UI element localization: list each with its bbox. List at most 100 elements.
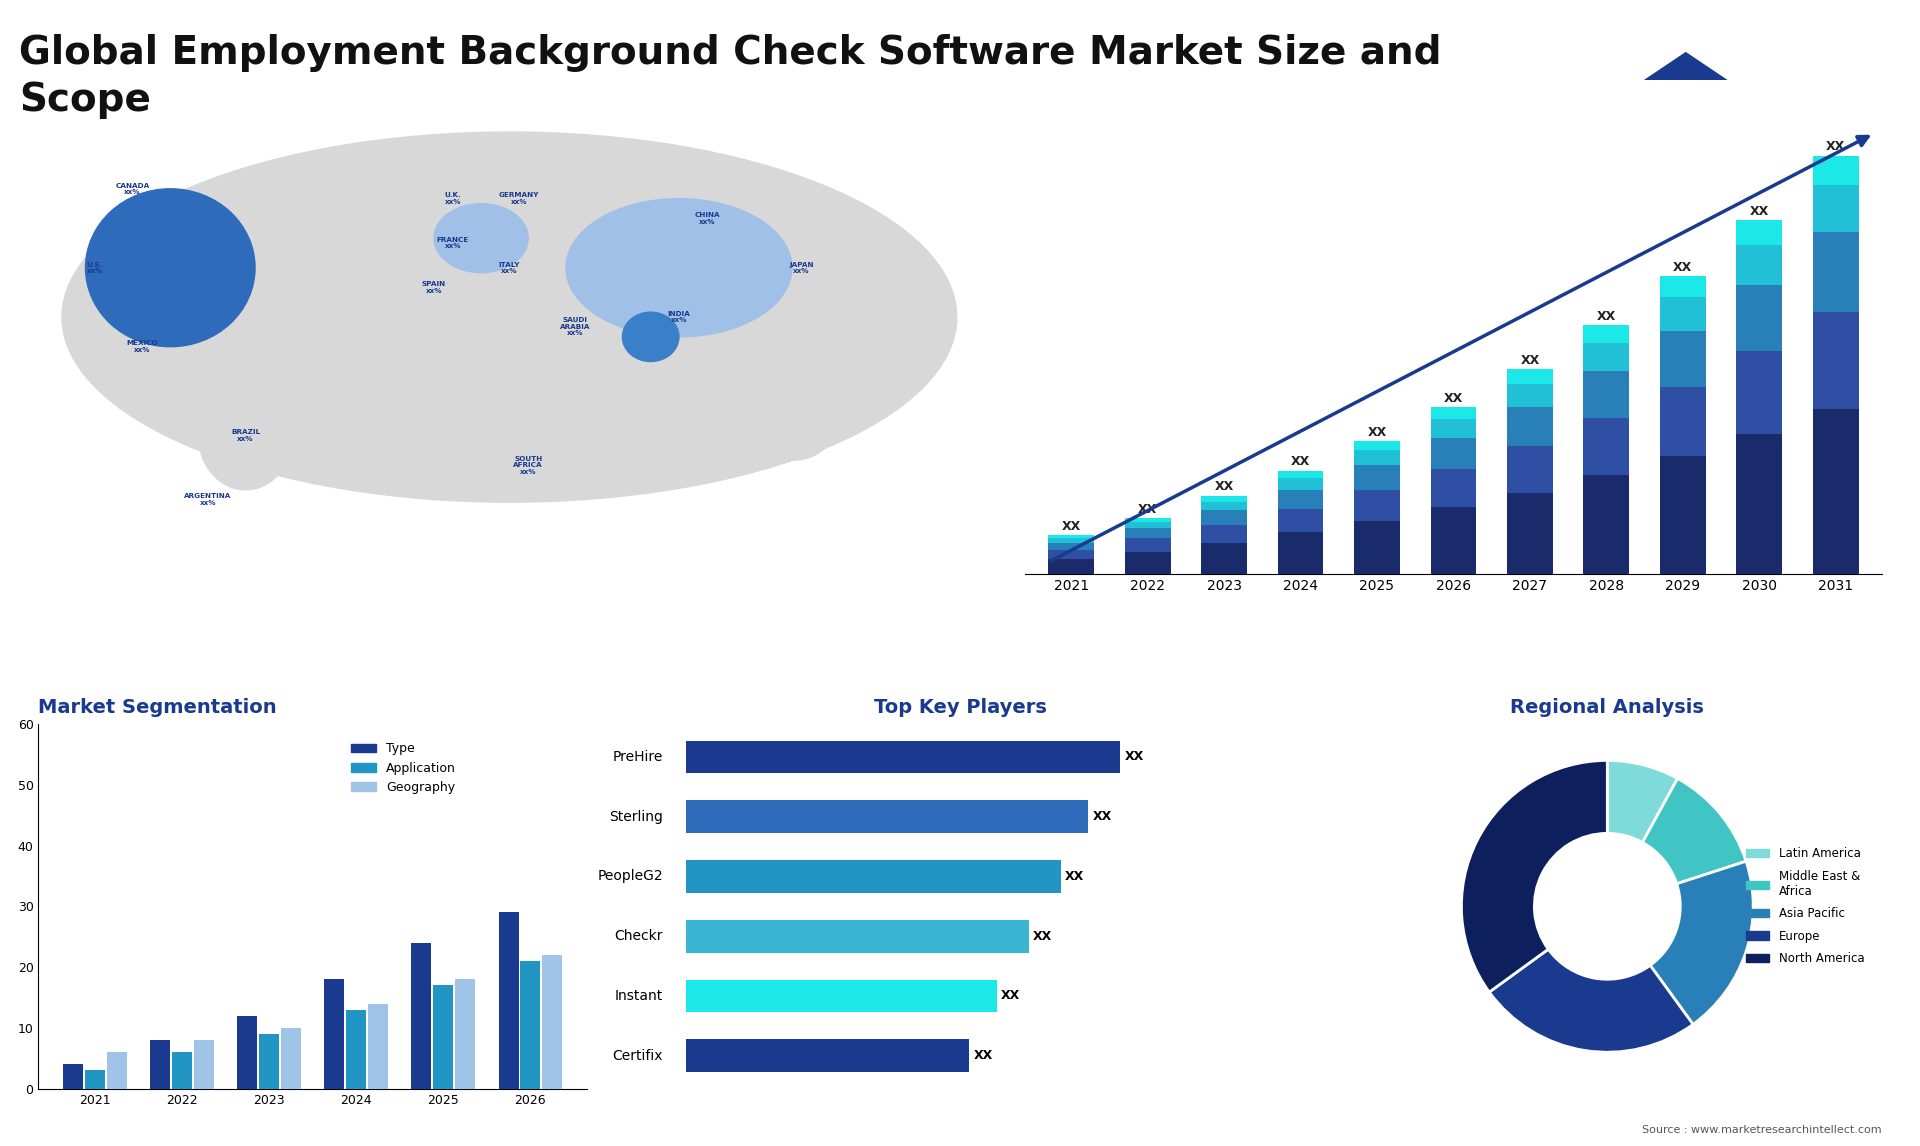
Bar xyxy=(1507,369,1553,384)
Bar xyxy=(1584,476,1630,574)
Text: XX: XX xyxy=(1092,810,1112,823)
Bar xyxy=(1354,441,1400,450)
Bar xyxy=(63,1065,83,1089)
Text: SOUTH
AFRICA
xx%: SOUTH AFRICA xx% xyxy=(513,456,543,474)
Ellipse shape xyxy=(566,198,791,337)
Text: Source : www.marketresearchintellect.com: Source : www.marketresearchintellect.com xyxy=(1642,1124,1882,1135)
Polygon shape xyxy=(1619,26,1753,99)
Ellipse shape xyxy=(622,312,680,361)
Bar xyxy=(1354,520,1400,574)
Bar xyxy=(1736,285,1782,352)
Bar xyxy=(1125,523,1171,528)
Bar xyxy=(1277,489,1323,509)
Wedge shape xyxy=(1649,862,1753,1025)
Bar xyxy=(685,1039,970,1073)
Text: INTELLECT: INTELLECT xyxy=(1772,79,1845,92)
Bar xyxy=(1736,434,1782,574)
Bar xyxy=(1584,324,1630,343)
Bar xyxy=(434,986,453,1089)
Text: PeopleG2: PeopleG2 xyxy=(597,870,662,884)
Text: CANADA
xx%: CANADA xx% xyxy=(115,182,150,195)
Bar xyxy=(1812,185,1859,233)
Text: BRAZIL
xx%: BRAZIL xx% xyxy=(230,430,261,442)
Text: Global Employment Background Check Software Market Size and
Scope: Global Employment Background Check Softw… xyxy=(19,34,1442,119)
Bar xyxy=(1048,559,1094,574)
Bar xyxy=(1584,370,1630,417)
Text: XX: XX xyxy=(1367,426,1386,439)
Bar xyxy=(280,1028,301,1089)
Bar xyxy=(499,912,518,1089)
Text: XX: XX xyxy=(1000,989,1020,1003)
Bar xyxy=(685,740,1119,774)
Ellipse shape xyxy=(198,382,292,489)
Wedge shape xyxy=(1642,778,1745,884)
Text: XX: XX xyxy=(973,1050,993,1062)
Bar xyxy=(1661,331,1705,386)
Bar xyxy=(1661,297,1705,331)
Bar xyxy=(1430,407,1476,419)
Bar xyxy=(1736,245,1782,285)
Bar xyxy=(685,980,996,1012)
Text: MEXICO
xx%: MEXICO xx% xyxy=(127,340,157,353)
Bar xyxy=(1277,509,1323,533)
Text: SAUDI
ARABIA
xx%: SAUDI ARABIA xx% xyxy=(561,317,591,337)
Bar xyxy=(1507,407,1553,446)
Text: XX: XX xyxy=(1215,480,1235,494)
Text: PreHire: PreHire xyxy=(612,749,662,764)
Wedge shape xyxy=(1607,761,1678,842)
Text: ITALY
xx%: ITALY xx% xyxy=(499,261,520,274)
Bar xyxy=(1277,478,1323,489)
Text: ARGENTINA
xx%: ARGENTINA xx% xyxy=(184,494,232,505)
Text: XX: XX xyxy=(1521,354,1540,367)
Bar xyxy=(346,1010,367,1089)
Bar xyxy=(1125,551,1171,574)
Bar xyxy=(1661,276,1705,297)
Bar xyxy=(1202,502,1246,510)
Text: XX: XX xyxy=(1066,870,1085,882)
Bar xyxy=(520,961,540,1089)
Bar xyxy=(685,920,1029,952)
Title: Regional Analysis: Regional Analysis xyxy=(1511,698,1705,716)
Text: U.S.
xx%: U.S. xx% xyxy=(86,261,104,274)
Text: JAPAN
xx%: JAPAN xx% xyxy=(789,261,814,274)
Ellipse shape xyxy=(434,204,528,273)
Legend: Latin America, Middle East &
Africa, Asia Pacific, Europe, North America: Latin America, Middle East & Africa, Asi… xyxy=(1741,842,1868,970)
Bar xyxy=(369,1004,388,1089)
Bar xyxy=(194,1041,213,1089)
Bar xyxy=(455,980,474,1089)
Text: GERMANY
xx%: GERMANY xx% xyxy=(499,193,540,205)
Bar xyxy=(108,1052,127,1089)
Bar xyxy=(238,1015,257,1089)
Bar xyxy=(1661,456,1705,574)
Bar xyxy=(1430,419,1476,438)
Bar xyxy=(1812,409,1859,574)
Text: MARKET: MARKET xyxy=(1772,34,1830,47)
Bar xyxy=(1736,352,1782,434)
Text: Certifix: Certifix xyxy=(612,1049,662,1062)
Legend: Type, Application, Geography: Type, Application, Geography xyxy=(346,738,461,799)
Text: XX: XX xyxy=(1597,309,1617,323)
Bar xyxy=(1125,539,1171,551)
Bar xyxy=(1277,533,1323,574)
Bar xyxy=(1430,469,1476,508)
Text: U.K.
xx%: U.K. xx% xyxy=(444,193,461,205)
Bar xyxy=(1812,312,1859,409)
Text: Sterling: Sterling xyxy=(609,810,662,824)
Text: CHINA
xx%: CHINA xx% xyxy=(695,212,720,225)
Text: Checkr: Checkr xyxy=(614,929,662,943)
Text: XX: XX xyxy=(1672,261,1692,274)
Bar xyxy=(1584,343,1630,370)
Bar xyxy=(1584,417,1630,476)
Bar xyxy=(150,1041,171,1089)
Ellipse shape xyxy=(755,411,829,461)
Wedge shape xyxy=(1490,949,1693,1052)
Bar xyxy=(1125,518,1171,523)
Bar xyxy=(541,955,563,1089)
Bar xyxy=(685,860,1060,893)
Ellipse shape xyxy=(463,312,557,421)
Bar xyxy=(1354,489,1400,520)
Bar xyxy=(411,943,432,1089)
Bar xyxy=(1507,493,1553,574)
Text: Market Segmentation: Market Segmentation xyxy=(38,698,276,716)
Text: XX: XX xyxy=(1749,205,1768,218)
